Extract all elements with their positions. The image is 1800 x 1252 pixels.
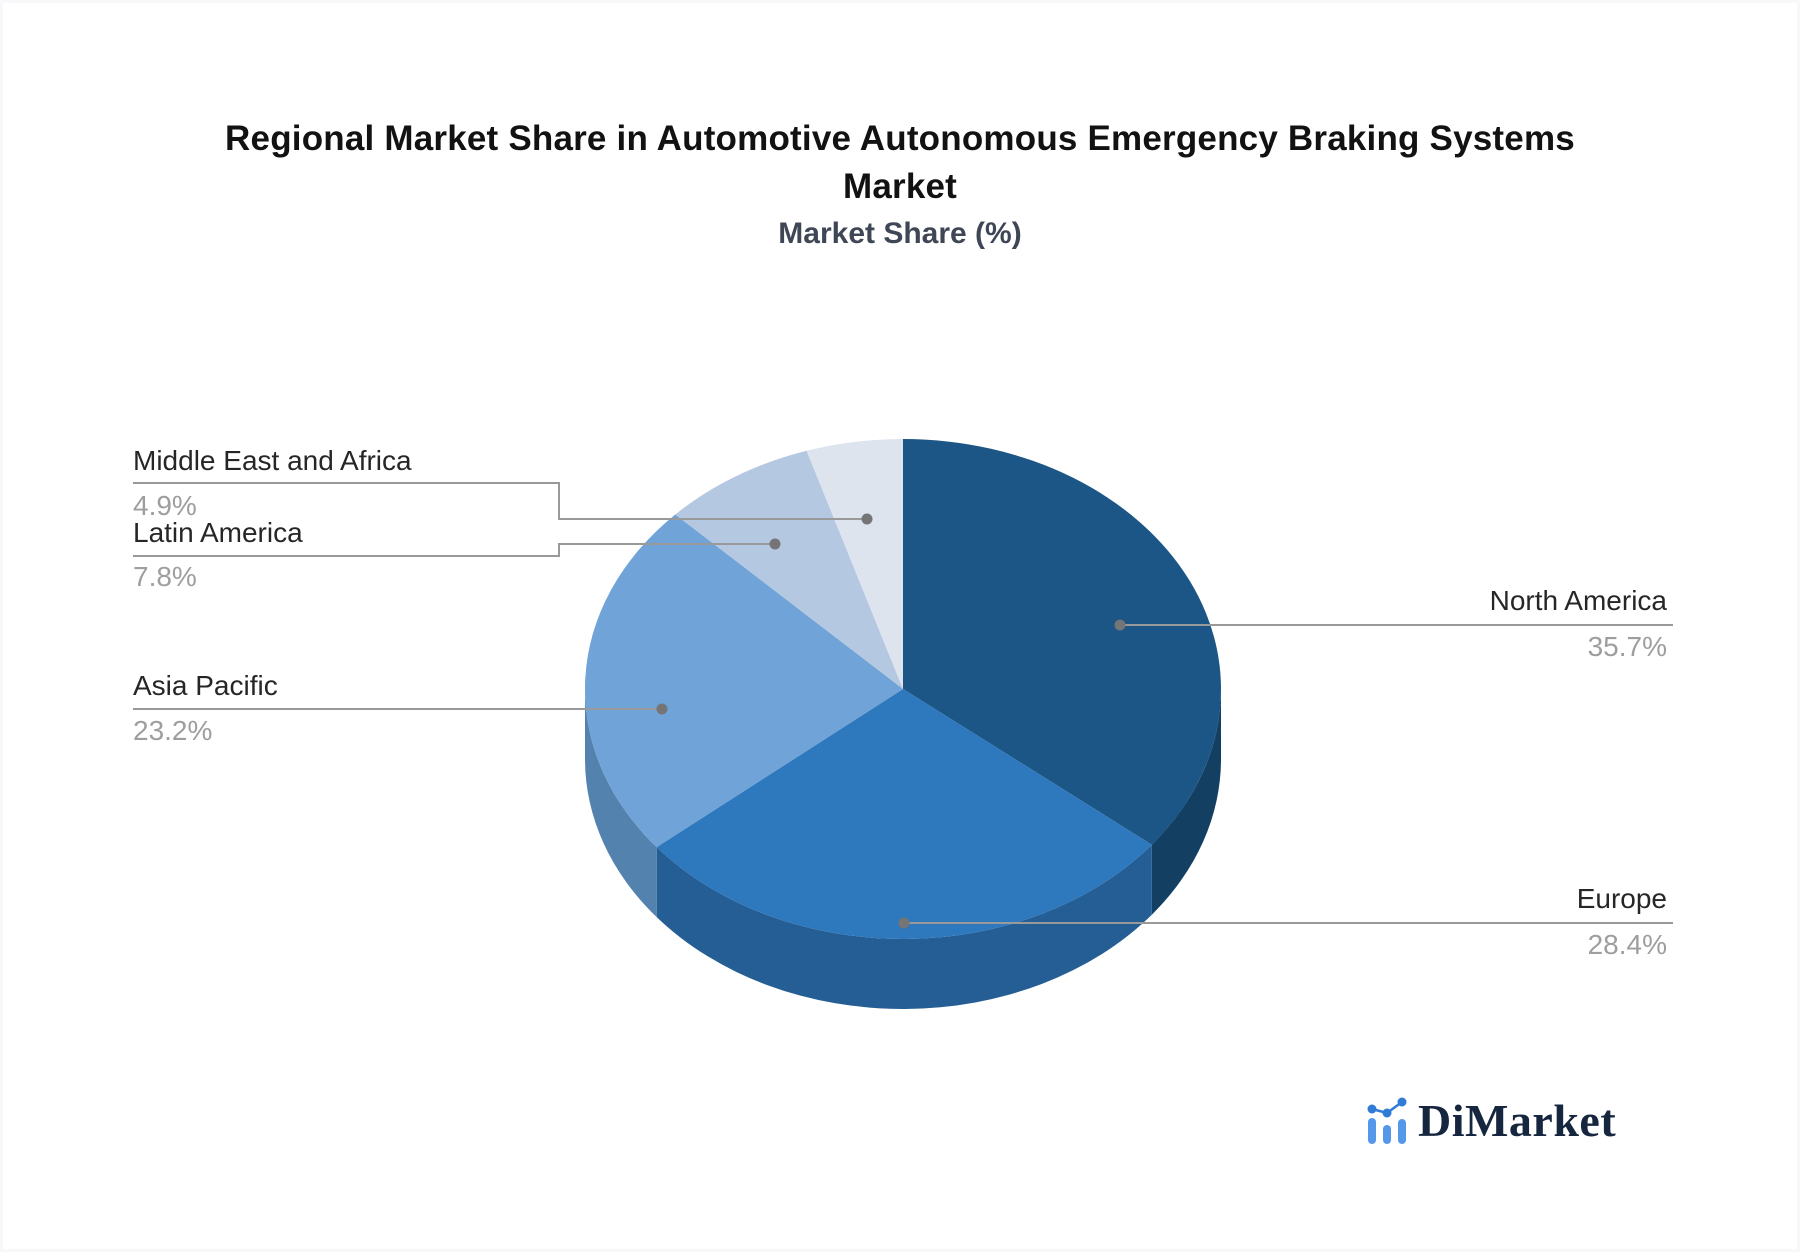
slice-value-middle-east-and-africa: 4.9% [133, 490, 197, 521]
pie-slice-europe [656, 689, 1152, 939]
slice-value-asia-pacific: 23.2% [133, 715, 213, 746]
value-group-asia-pacific: 23.2% [133, 715, 212, 747]
leader-dot-latin-america [769, 538, 781, 550]
slice-label-middle-east-and-africa: Middle East and Africa [133, 445, 412, 476]
pie-slice-middle-east-and-africa [806, 439, 903, 689]
slice-value-europe: 28.4% [1587, 929, 1667, 960]
pie-slice-side-asia-pacific [585, 689, 657, 918]
bar-line-chart-icon [1367, 1097, 1407, 1144]
pie-chart [133, 439, 1673, 1009]
slice-label-north-america: North America [1489, 585, 1667, 616]
pie-slice-latin-america [675, 450, 903, 689]
pie-slice-north-america [903, 439, 1221, 845]
leader-line-middle-east-and-africa [133, 482, 867, 520]
chart-title: Regional Market Share in Automotive Auto… [225, 119, 1575, 206]
pie-slice-side-europe [656, 844, 1152, 1009]
leader-dot-middle-east-and-africa [861, 513, 873, 525]
value-group-europe: 28.4% [1588, 929, 1667, 961]
leader-line-latin-america [133, 543, 775, 557]
pie-slice-side-north-america [1151, 689, 1221, 915]
leader-dot-north-america [1114, 619, 1126, 631]
slice-label-europe: Europe [1576, 883, 1667, 914]
leader-dot-europe [898, 917, 910, 929]
brand-logo-text: DiMarket [1418, 1095, 1617, 1146]
slice-label-asia-pacific: Asia Pacific [133, 670, 278, 701]
value-group-middle-east-and-africa: 4.9% [133, 490, 197, 522]
label-group-middle-east-and-africa: Middle East and Africa [133, 445, 412, 477]
leader-dot-asia-pacific [656, 703, 668, 715]
value-group-latin-america: 7.8% [133, 561, 197, 593]
label-group-asia-pacific: Asia Pacific [133, 670, 278, 702]
pie-slice-asia-pacific [585, 514, 903, 848]
value-group-north-america: 35.7% [1588, 631, 1667, 663]
slice-value-north-america: 35.7% [1587, 631, 1667, 662]
chart-subtitle: Market Share (%) [778, 217, 1022, 250]
label-group-latin-america: Latin America [133, 517, 303, 549]
slice-value-latin-america: 7.8% [133, 561, 197, 592]
brand-logo: DiMarket [1366, 1096, 1616, 1146]
label-group-europe: Europe [1577, 883, 1667, 915]
slice-label-latin-america: Latin America [133, 517, 303, 548]
label-group-north-america: North America [1490, 585, 1667, 617]
